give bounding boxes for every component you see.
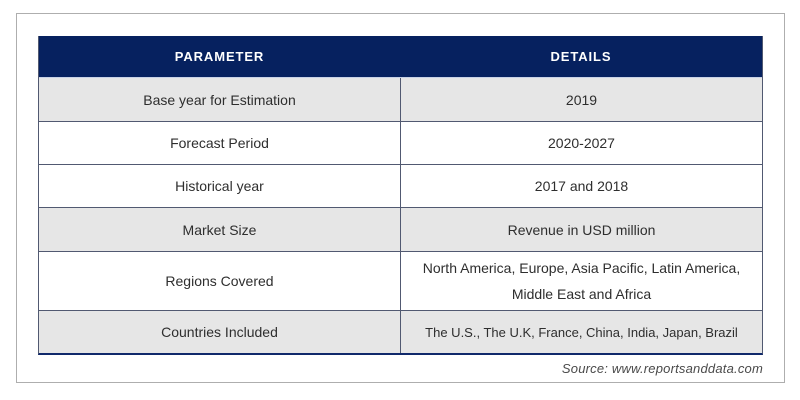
source-attribution: Source: www.reportsanddata.com	[561, 361, 763, 376]
parameter-cell: Forecast Period	[170, 135, 269, 151]
table-row-forecast-period: Forecast Period 2020-2027	[39, 121, 762, 164]
detail-cell: 2020-2027	[400, 122, 762, 164]
parameter-cell: Base year for Estimation	[143, 91, 296, 108]
table-row-countries-included: Countries Included The U.S., The U.K, Fr…	[39, 310, 762, 353]
header-parameter: PARAMETER	[174, 49, 265, 64]
header-details: DETAILS	[550, 49, 612, 64]
table-row-market-size: Market Size Revenue in USD million	[39, 207, 762, 251]
detail-cell: The U.S., The U.K, France, China, India,…	[400, 311, 762, 353]
parameter-cell: Countries Included	[161, 324, 278, 340]
parameter-cell: Historical year	[175, 178, 264, 194]
table-row-base-year: Base year for Estimation 2019	[39, 77, 762, 121]
detail-cell: 2017 and 2018	[400, 165, 762, 207]
report-scope-table: PARAMETER DETAILS Base year for Estimati…	[38, 36, 763, 355]
detail-cell: 2019	[400, 78, 762, 121]
parameter-cell: Regions Covered	[165, 273, 274, 289]
table-row-historical-year: Historical year 2017 and 2018	[39, 164, 762, 207]
detail-cell: Revenue in USD million	[400, 208, 762, 251]
detail-cell: North America, Europe, Asia Pacific, Lat…	[400, 252, 762, 310]
table-row-regions-covered: Regions Covered North America, Europe, A…	[39, 251, 762, 310]
regions-detail-text: North America, Europe, Asia Pacific, Lat…	[422, 260, 741, 302]
parameter-cell: Market Size	[182, 221, 257, 238]
table-header-row: PARAMETER DETAILS	[39, 36, 762, 77]
